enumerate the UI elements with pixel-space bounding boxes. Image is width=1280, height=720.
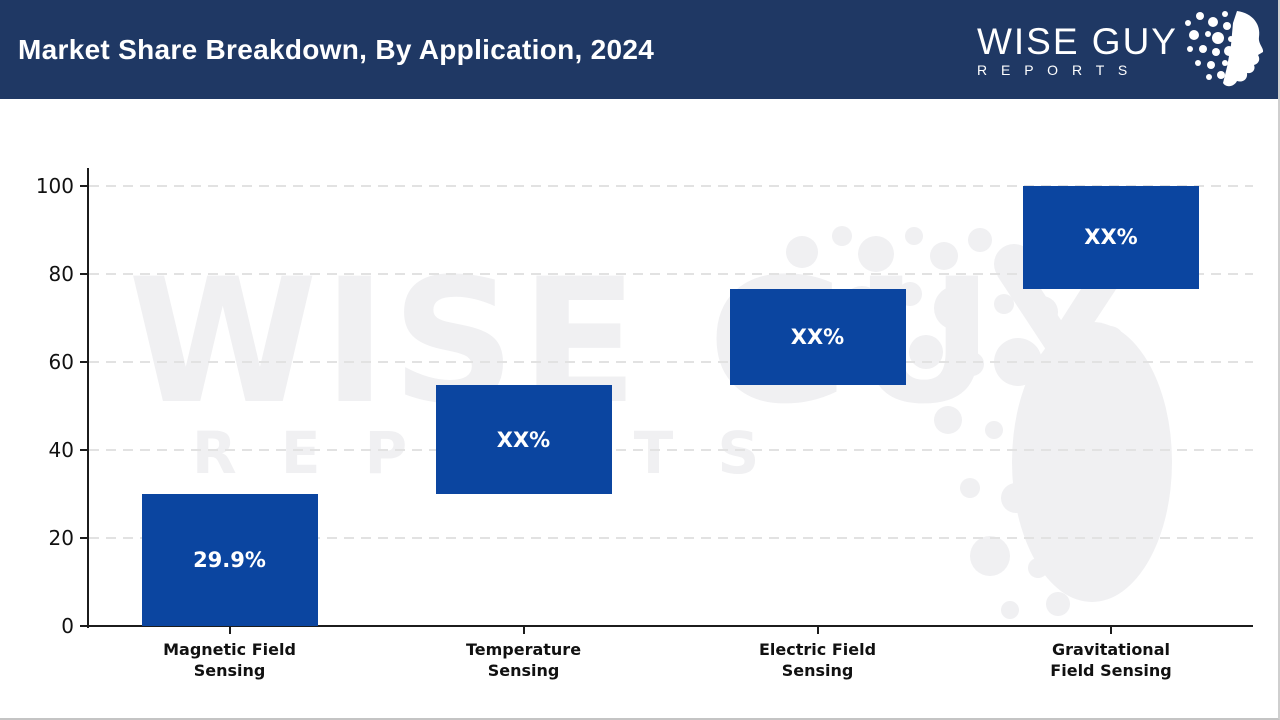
gridline-100 bbox=[89, 185, 1253, 187]
bar-value-label: XX% bbox=[1084, 225, 1138, 250]
bar-value-label: 29.9% bbox=[193, 548, 266, 573]
y-tick-20 bbox=[80, 537, 87, 539]
gridline-80 bbox=[89, 273, 1253, 275]
logo-subtext: R E P O R T S bbox=[976, 61, 1133, 78]
y-axis-line bbox=[87, 168, 89, 628]
logo-wordmark: WISE GUY bbox=[976, 20, 1178, 62]
y-tick-label-20: 20 bbox=[48, 526, 74, 550]
wise-guy-logo: WISE GUY R E P O R T S bbox=[977, 7, 1268, 93]
x-category-label-line: Temperature bbox=[465, 640, 582, 659]
bar-value-label: XX% bbox=[790, 324, 845, 349]
bar-value-label: XX% bbox=[496, 427, 551, 452]
x-category-label-line: Gravitational bbox=[1052, 640, 1170, 659]
y-tick-100 bbox=[80, 185, 87, 187]
x-category-label-line: Sensing bbox=[487, 661, 560, 680]
gridline-40 bbox=[89, 449, 1253, 451]
waterfall-bar: XX% bbox=[1023, 186, 1199, 289]
x-tick-1 bbox=[522, 627, 525, 634]
x-category-label-line: Sensing bbox=[193, 661, 266, 680]
y-tick-label-80: 80 bbox=[48, 262, 74, 286]
y-tick-60 bbox=[80, 361, 87, 363]
x-category-label: Electric Field Sensing bbox=[703, 639, 933, 681]
x-category-label: Gravitational Field Sensing bbox=[996, 639, 1226, 681]
y-tick-80 bbox=[80, 273, 87, 275]
x-category-label-line: Electric Field bbox=[758, 640, 877, 659]
waterfall-bar: XX% bbox=[435, 384, 612, 495]
y-tick-40 bbox=[80, 449, 87, 451]
x-tick-0 bbox=[228, 627, 231, 634]
y-tick-label-100: 100 bbox=[35, 174, 74, 198]
waterfall-bar: 29.9% bbox=[141, 494, 318, 626]
logo-text: WISE GUY R E P O R T S bbox=[976, 20, 1178, 78]
x-tick-3 bbox=[1110, 627, 1112, 634]
logo-face-icon bbox=[1185, 10, 1264, 86]
y-tick-label-60: 60 bbox=[48, 350, 74, 374]
gridline-60 bbox=[89, 361, 1253, 363]
x-category-label-line: Magnetic Field bbox=[163, 640, 296, 659]
y-tick-0 bbox=[80, 625, 87, 627]
x-tick-2 bbox=[816, 627, 819, 634]
header-bar: Market Share Breakdown, By Application, … bbox=[0, 0, 1278, 99]
y-tick-label-0: 0 bbox=[61, 614, 74, 638]
x-category-label: Magnetic Field Sensing bbox=[115, 639, 345, 681]
y-tick-label-40: 40 bbox=[48, 438, 74, 462]
gridline-20 bbox=[89, 537, 1253, 539]
x-category-label-line: Field Sensing bbox=[1050, 661, 1172, 680]
waterfall-bar: XX% bbox=[729, 288, 906, 385]
x-axis-line bbox=[85, 625, 1253, 627]
x-category-label: Temperature Sensing bbox=[409, 639, 639, 681]
page-title: Market Share Breakdown, By Application, … bbox=[18, 33, 655, 65]
x-category-label-line: Sensing bbox=[781, 661, 854, 680]
